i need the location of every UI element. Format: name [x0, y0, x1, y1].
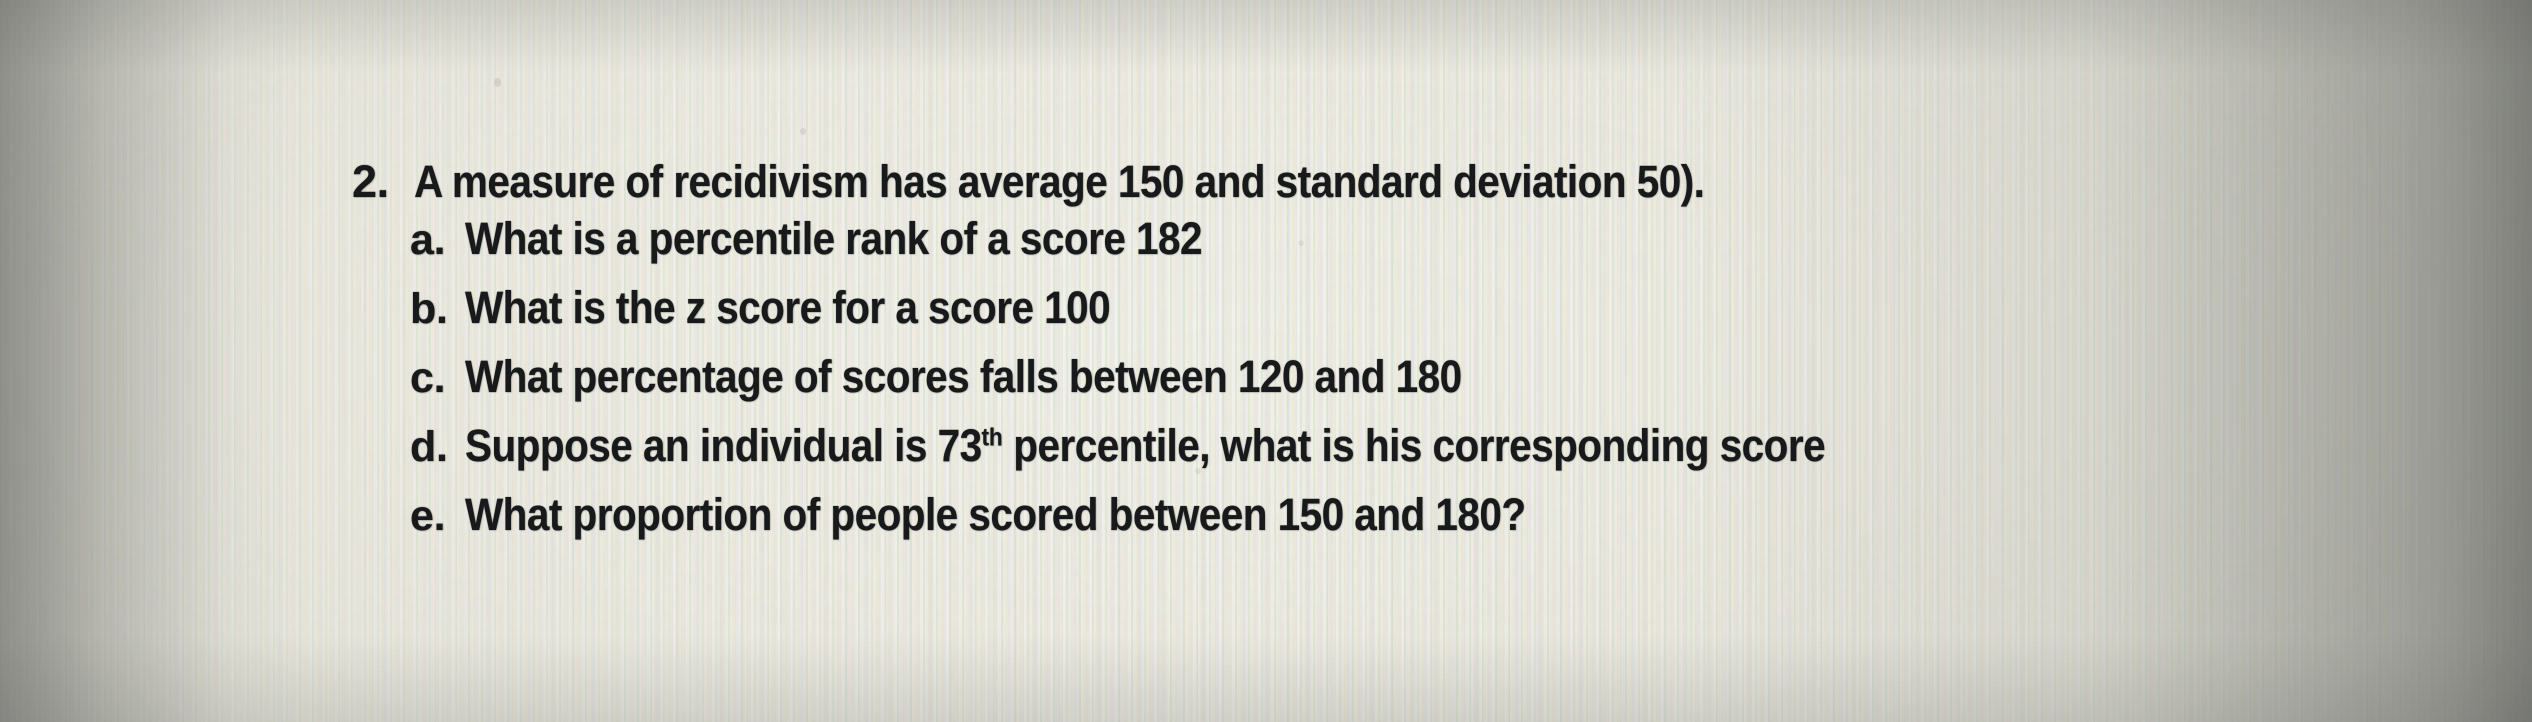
question-part-d: d. Suppose an individual is 73th percent…	[352, 420, 2252, 489]
part-text-d-after-superscript: percentile, what is his corresponding sc…	[1002, 420, 1826, 471]
part-text-c-main: What percentage of scores falls between …	[465, 351, 1462, 402]
part-letter-b: b.	[410, 285, 448, 333]
question-part-a: a. What is a percentile rank of a score …	[352, 213, 2252, 282]
part-text-b-main: What is the z score for a score 100	[465, 282, 1111, 333]
part-text-e: What proportion of people scored between…	[465, 489, 1526, 541]
part-letter-c: c.	[410, 354, 446, 402]
question-number: 2.	[352, 156, 389, 207]
paper-speck	[494, 78, 501, 87]
part-text-d: Suppose an individual is 73th percentile…	[465, 420, 1826, 472]
question-stem-text: A measure of recidivism has average 150 …	[414, 156, 1705, 207]
part-text-a-main: What is a percentile rank of a score 182	[465, 213, 1203, 264]
question-parts-list: a. What is a percentile rank of a score …	[352, 213, 2252, 558]
part-text-e-main: What proportion of people scored between…	[465, 489, 1526, 540]
part-letter-e: e.	[410, 492, 446, 540]
part-text-d-before-superscript: Suppose an individual is 73	[465, 420, 982, 471]
part-text-c: What percentage of scores falls between …	[465, 351, 1462, 403]
paper-speck	[1298, 240, 1304, 246]
ordinal-superscript-th: th	[981, 423, 1003, 452]
paper-speck	[800, 128, 806, 135]
question-stem-row: 2. A measure of recidivism has average 1…	[352, 156, 2252, 208]
part-letter-d: d.	[410, 423, 448, 471]
part-letter-a: a.	[410, 216, 446, 264]
paper-speck	[1195, 468, 1201, 474]
question-block: 2. A measure of recidivism has average 1…	[352, 156, 2252, 558]
question-part-b: b. What is the z score for a score 100	[352, 282, 2252, 351]
question-part-e: e. What proportion of people scored betw…	[352, 489, 2252, 558]
question-part-c: c. What percentage of scores falls betwe…	[352, 351, 2252, 420]
part-text-a: What is a percentile rank of a score 182	[465, 213, 1203, 265]
part-text-b: What is the z score for a score 100	[465, 282, 1111, 334]
paper-speck	[534, 380, 543, 389]
